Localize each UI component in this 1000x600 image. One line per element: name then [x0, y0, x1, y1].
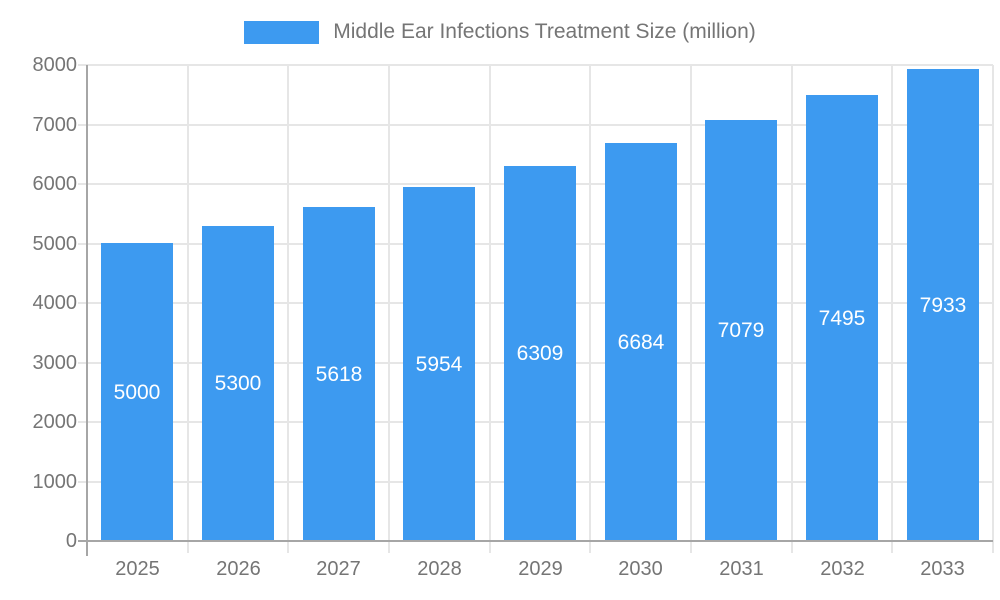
bar[interactable]: 6309 [504, 166, 576, 541]
bar[interactable]: 7079 [705, 120, 777, 541]
bar-value-label: 5954 [415, 352, 463, 376]
x-axis-tick-label: 2030 [618, 558, 663, 580]
legend-label: Middle Ear Infections Treatment Size (mi… [333, 20, 756, 43]
bar[interactable]: 6684 [605, 143, 677, 541]
vertical-gridline [589, 65, 591, 553]
bar[interactable]: 7495 [806, 95, 878, 541]
bar-value-label: 6684 [617, 330, 665, 354]
bar[interactable]: 5300 [202, 226, 274, 541]
horizontal-gridline [78, 123, 993, 126]
bar-value-label: 7495 [818, 306, 866, 330]
x-axis-tick-label: 2033 [920, 558, 965, 580]
x-axis-tick-label: 2027 [316, 558, 361, 580]
bar-value-label: 5618 [315, 362, 363, 386]
horizontal-gridline [78, 64, 993, 66]
x-axis-tick-label: 2028 [417, 558, 462, 580]
y-axis-tick-label: 8000 [32, 54, 78, 76]
bar[interactable]: 5000 [101, 243, 173, 541]
bar-value-label: 6309 [516, 342, 564, 365]
bar-value-label: 7933 [919, 293, 967, 317]
legend-swatch [244, 20, 320, 44]
vertical-gridline [690, 65, 692, 553]
x-axis-tick-label: 2031 [719, 558, 764, 580]
vertical-gridline [992, 65, 994, 553]
bar-value-label: 5300 [214, 372, 262, 395]
x-axis-tick-label: 2029 [518, 558, 563, 580]
vertical-gridline [287, 65, 289, 553]
y-axis-tick-label: 0 [65, 530, 77, 552]
y-axis-tick-label: 7000 [32, 114, 78, 136]
bar[interactable]: 7933 [907, 69, 979, 541]
legend[interactable]: Middle Ear Infections Treatment Size (mi… [0, 18, 1000, 46]
vertical-gridline [187, 65, 189, 553]
x-axis-tick-label: 2032 [820, 558, 865, 580]
x-axis-tick-label: 2026 [216, 558, 261, 580]
y-axis-tick-label: 3000 [32, 352, 78, 374]
y-axis-tick-label: 2000 [32, 411, 78, 433]
vertical-gridline [489, 65, 491, 553]
bar-value-label: 5000 [113, 380, 161, 404]
vertical-gridline [791, 65, 793, 553]
x-axis-line [78, 540, 993, 542]
y-axis-tick-label: 6000 [32, 173, 78, 195]
y-axis-tick-label: 5000 [32, 233, 78, 255]
vertical-gridline [891, 65, 893, 553]
bar[interactable]: 5954 [403, 187, 475, 541]
vertical-gridline [388, 65, 390, 553]
x-axis-tick-label: 2025 [115, 558, 160, 580]
y-axis-tick-label: 1000 [32, 471, 78, 493]
plot-area: 5000 5300 5618 5954 6309 6684 7079 7495 7933 [78, 64, 994, 556]
y-axis-tick-label: 4000 [32, 292, 78, 314]
bar-value-label: 7079 [717, 319, 765, 342]
bar[interactable]: 5618 [303, 207, 375, 541]
y-axis-line [86, 65, 88, 556]
